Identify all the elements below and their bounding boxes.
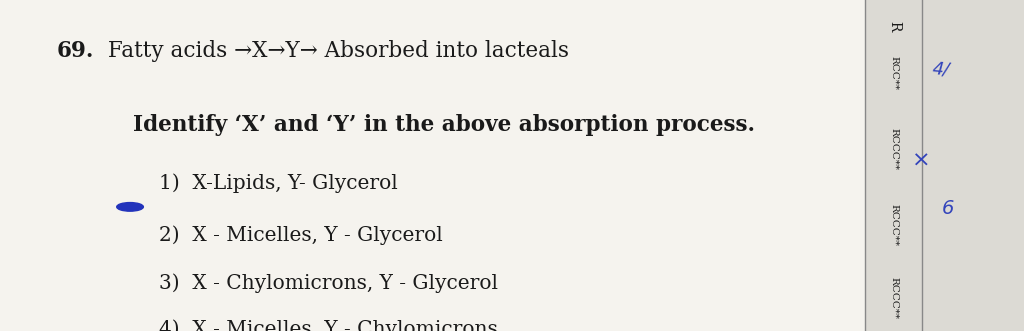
FancyBboxPatch shape <box>865 0 1024 331</box>
Text: 69.: 69. <box>56 40 93 62</box>
Text: RCCC**: RCCC** <box>890 204 898 246</box>
Text: Identify ‘X’ and ‘Y’ in the above absorption process.: Identify ‘X’ and ‘Y’ in the above absorp… <box>133 114 755 136</box>
Text: 4/: 4/ <box>932 60 951 79</box>
Text: Fatty acids →X→Y→ Absorbed into lacteals: Fatty acids →X→Y→ Absorbed into lacteals <box>108 40 568 62</box>
Text: $\times$: $\times$ <box>911 149 929 171</box>
Text: RCCC**: RCCC** <box>890 128 898 170</box>
Text: 2)  X - Micelles, Y - Glycerol: 2) X - Micelles, Y - Glycerol <box>159 225 442 245</box>
Text: 1)  X-Lipids, Y- Glycerol: 1) X-Lipids, Y- Glycerol <box>159 174 397 193</box>
Circle shape <box>117 203 143 211</box>
Text: 6: 6 <box>942 199 954 217</box>
Text: 4)  X - Micelles, Y - Chylomicrons: 4) X - Micelles, Y - Chylomicrons <box>159 319 498 331</box>
FancyBboxPatch shape <box>0 0 865 331</box>
Text: RCC**: RCC** <box>890 56 898 90</box>
Text: 3)  X - Chylomicrons, Y - Glycerol: 3) X - Chylomicrons, Y - Glycerol <box>159 273 498 293</box>
Text: RCCC**: RCCC** <box>890 277 898 319</box>
Text: R: R <box>887 21 901 32</box>
